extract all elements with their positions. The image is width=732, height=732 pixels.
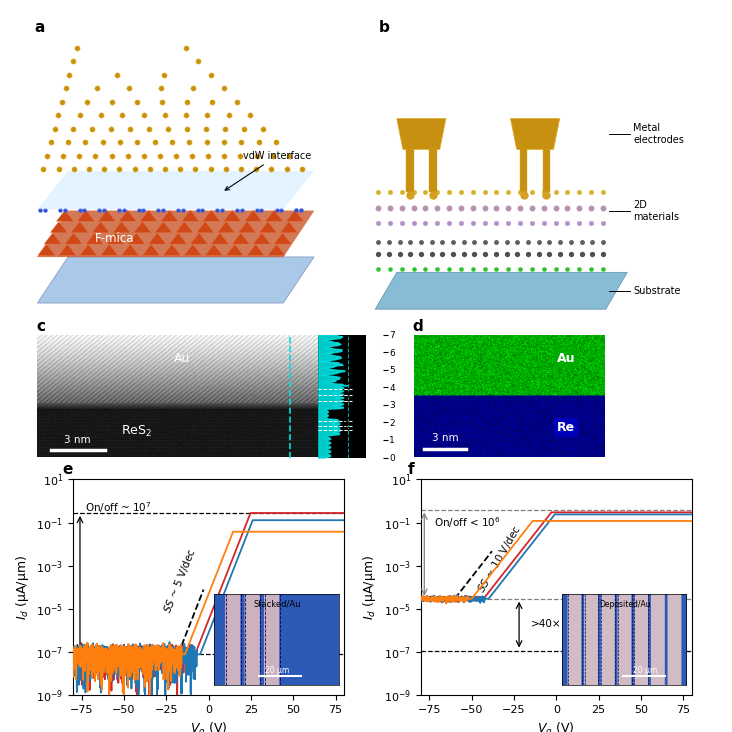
- Text: $SS$ ~ 10 V/dec: $SS$ ~ 10 V/dec: [475, 523, 524, 595]
- Text: On/off ~ 10$^7$: On/off ~ 10$^7$: [85, 500, 152, 515]
- Polygon shape: [38, 244, 55, 255]
- Polygon shape: [182, 210, 199, 221]
- Polygon shape: [224, 210, 241, 221]
- Text: 3.7 Å: 3.7 Å: [345, 391, 365, 400]
- Polygon shape: [143, 244, 160, 255]
- Polygon shape: [232, 233, 250, 244]
- Polygon shape: [65, 233, 82, 244]
- Text: Au: Au: [557, 352, 575, 365]
- Text: 2D
materials: 2D materials: [633, 200, 679, 222]
- Text: Metal: Metal: [112, 56, 147, 70]
- Text: 3 nm: 3 nm: [64, 435, 91, 445]
- Polygon shape: [127, 233, 145, 244]
- Text: a: a: [34, 20, 45, 35]
- Text: F-mica: F-mica: [94, 231, 134, 244]
- Polygon shape: [190, 233, 208, 244]
- Y-axis label: Distance (nm): Distance (nm): [420, 364, 429, 428]
- X-axis label: $V_g$ (V): $V_g$ (V): [537, 721, 575, 732]
- Polygon shape: [212, 233, 228, 244]
- Polygon shape: [149, 233, 166, 244]
- Text: On/off < 10$^6$: On/off < 10$^6$: [434, 515, 501, 530]
- Polygon shape: [37, 211, 314, 257]
- Polygon shape: [203, 210, 220, 221]
- Polygon shape: [205, 244, 223, 255]
- Y-axis label: $I_d$ (μA/μm): $I_d$ (μA/μm): [362, 555, 378, 620]
- Polygon shape: [429, 149, 437, 193]
- Polygon shape: [80, 244, 97, 255]
- Polygon shape: [286, 210, 304, 221]
- Polygon shape: [244, 210, 262, 221]
- Text: d: d: [412, 319, 423, 334]
- Polygon shape: [268, 244, 285, 255]
- Text: 2.7 Å: 2.7 Å: [345, 421, 365, 430]
- Text: Substrate: Substrate: [633, 285, 681, 296]
- Polygon shape: [163, 244, 181, 255]
- Text: ReS$_2$: ReS$_2$: [121, 424, 152, 439]
- Polygon shape: [239, 222, 255, 233]
- Polygon shape: [86, 233, 103, 244]
- Polygon shape: [266, 210, 283, 221]
- Polygon shape: [397, 119, 446, 149]
- Text: 3 nm: 3 nm: [432, 433, 458, 443]
- Text: vdW interface: vdW interface: [225, 151, 312, 190]
- X-axis label: $V_g$ (V): $V_g$ (V): [190, 721, 228, 732]
- Polygon shape: [140, 210, 157, 221]
- Polygon shape: [113, 222, 130, 233]
- Polygon shape: [56, 210, 74, 221]
- Polygon shape: [119, 210, 136, 221]
- Polygon shape: [71, 222, 89, 233]
- Polygon shape: [59, 244, 76, 255]
- Polygon shape: [247, 244, 264, 255]
- Polygon shape: [37, 257, 314, 303]
- Text: Metal
electrodes: Metal electrodes: [633, 123, 684, 145]
- Polygon shape: [78, 210, 94, 221]
- Polygon shape: [253, 233, 270, 244]
- Polygon shape: [406, 149, 414, 193]
- Text: Re: Re: [557, 421, 575, 434]
- Polygon shape: [184, 244, 201, 255]
- Text: e: e: [62, 463, 72, 477]
- Polygon shape: [134, 222, 151, 233]
- Text: b: b: [378, 20, 389, 35]
- Polygon shape: [280, 222, 297, 233]
- Polygon shape: [37, 171, 314, 209]
- Polygon shape: [217, 222, 235, 233]
- Polygon shape: [510, 119, 560, 149]
- Polygon shape: [98, 210, 116, 221]
- Polygon shape: [44, 233, 61, 244]
- Polygon shape: [376, 272, 627, 309]
- Polygon shape: [161, 210, 178, 221]
- Polygon shape: [226, 244, 243, 255]
- Y-axis label: $I_d$ (μA/μm): $I_d$ (μA/μm): [14, 555, 31, 620]
- Text: $SS$ ~ 5 V/dec: $SS$ ~ 5 V/dec: [161, 547, 199, 616]
- Polygon shape: [51, 222, 67, 233]
- Polygon shape: [520, 149, 527, 193]
- Text: c: c: [37, 319, 45, 334]
- Polygon shape: [170, 233, 187, 244]
- Polygon shape: [92, 222, 109, 233]
- Polygon shape: [197, 222, 214, 233]
- Polygon shape: [122, 244, 139, 255]
- Polygon shape: [176, 222, 193, 233]
- Polygon shape: [543, 149, 550, 193]
- Polygon shape: [274, 233, 291, 244]
- Text: Au: Au: [173, 352, 190, 365]
- Polygon shape: [101, 244, 118, 255]
- Polygon shape: [107, 233, 124, 244]
- Text: f: f: [408, 463, 414, 477]
- Polygon shape: [154, 222, 172, 233]
- Text: >40×: >40×: [531, 619, 561, 629]
- Polygon shape: [259, 222, 277, 233]
